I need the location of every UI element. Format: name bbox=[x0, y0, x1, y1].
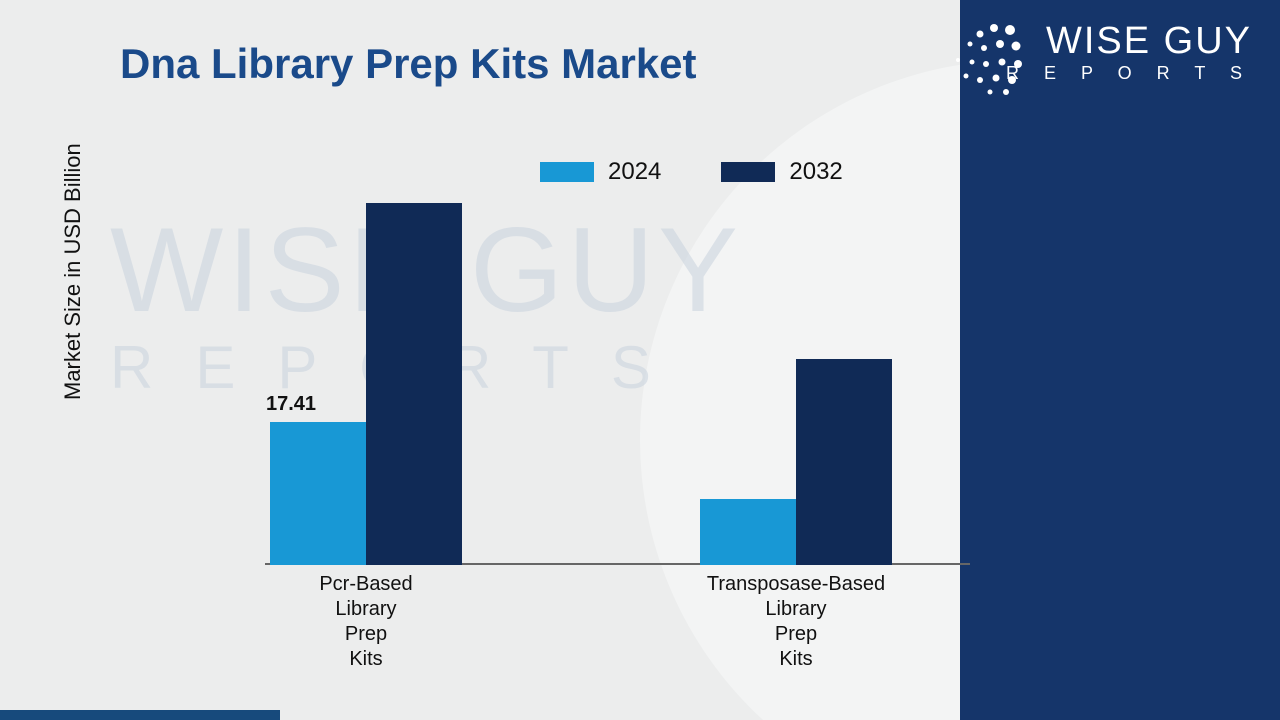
page-title: Dna Library Prep Kits Market bbox=[120, 40, 697, 88]
bottom-accent-bar bbox=[0, 710, 280, 720]
chart-plot: 17.41 bbox=[110, 195, 970, 565]
brand-line1: WISE GUY bbox=[1006, 22, 1252, 62]
brand-logo: WISE GUY R E P O R T S bbox=[1006, 22, 1252, 83]
legend: 2024 2032 bbox=[540, 158, 843, 186]
right-panel bbox=[960, 0, 1280, 720]
bar bbox=[700, 499, 796, 565]
bar bbox=[270, 422, 366, 565]
legend-item: 2024 bbox=[540, 158, 661, 186]
x-tick-label: Transposase-BasedLibraryPrepKits bbox=[686, 572, 906, 672]
x-tick-label: Pcr-BasedLibraryPrepKits bbox=[256, 572, 476, 672]
page: WISE GUY R E P O R T S WISE GUY REPORTS … bbox=[0, 0, 1280, 720]
legend-label: 2032 bbox=[789, 158, 842, 186]
bar bbox=[796, 359, 892, 565]
legend-swatch bbox=[721, 162, 775, 182]
legend-swatch bbox=[540, 162, 594, 182]
bar bbox=[366, 203, 462, 565]
bar-value-label: 17.41 bbox=[266, 393, 316, 416]
legend-label: 2024 bbox=[608, 158, 661, 186]
legend-item: 2032 bbox=[721, 158, 842, 186]
brand-line2: R E P O R T S bbox=[1006, 64, 1252, 83]
y-axis-label: Market Size in USD Billion bbox=[60, 143, 86, 400]
